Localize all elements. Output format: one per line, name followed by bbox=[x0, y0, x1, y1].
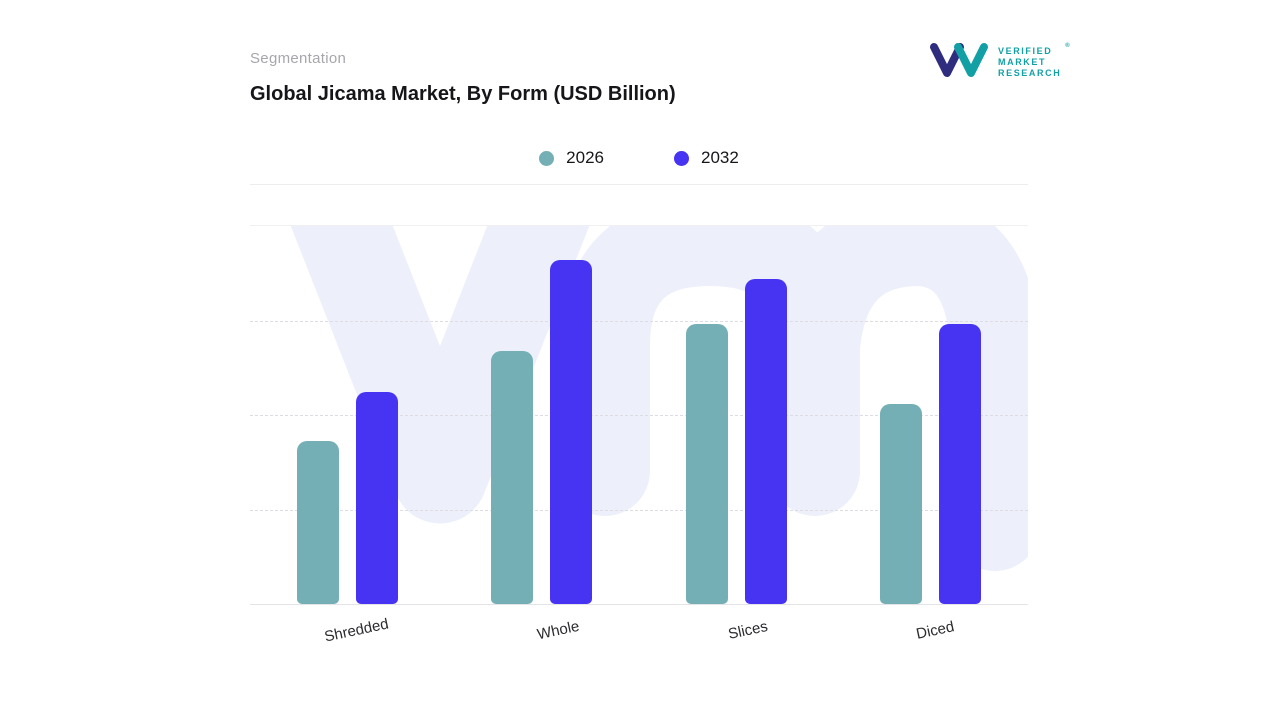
bar-2032-shredded bbox=[355, 392, 398, 604]
chart-legend: 2026 2032 bbox=[250, 148, 1028, 168]
gridline-25 bbox=[250, 509, 1028, 511]
legend-item-2032: 2032 bbox=[674, 148, 739, 168]
bar-2032-whole bbox=[550, 260, 593, 604]
bar-group-whole bbox=[491, 226, 593, 604]
eyebrow-label: Segmentation bbox=[250, 50, 347, 67]
gridline-75 bbox=[250, 320, 1028, 322]
brand-line-1: VERIFIED ® bbox=[998, 42, 1072, 56]
x-label-whole: Whole bbox=[535, 617, 581, 644]
bar-group-shredded bbox=[296, 226, 398, 604]
bar-2026-whole bbox=[491, 350, 534, 604]
registered-mark: ® bbox=[1065, 42, 1072, 49]
x-label-shredded: Shredded bbox=[322, 615, 391, 646]
bar-groups bbox=[250, 226, 1028, 604]
legend-item-2026: 2026 bbox=[539, 148, 604, 168]
legend-label-2032: 2032 bbox=[701, 148, 739, 167]
bar-2026-slices bbox=[685, 324, 728, 604]
header-divider bbox=[250, 184, 1028, 185]
x-labels: Shredded Whole Slices Diced bbox=[250, 615, 1028, 645]
legend-label-2026: 2026 bbox=[566, 148, 604, 167]
brand-line-2: MARKET bbox=[998, 56, 1047, 67]
bar-group-diced bbox=[880, 226, 982, 604]
legend-dot-2032 bbox=[674, 150, 689, 166]
x-label-diced: Diced bbox=[914, 618, 956, 643]
chart-title: Global Jicama Market, By Form (USD Billi… bbox=[250, 83, 676, 105]
gridline-50 bbox=[250, 415, 1028, 416]
bar-2026-shredded bbox=[296, 441, 339, 604]
bar-2026-diced bbox=[880, 403, 923, 604]
vmr-logo: VERIFIED ® MARKET RESEARCH bbox=[928, 40, 1072, 85]
brand-line-3: RESEARCH bbox=[998, 68, 1062, 79]
plot-area bbox=[250, 225, 1028, 605]
vmr-logo-mark-icon bbox=[928, 40, 990, 85]
x-label-slices: Slices bbox=[726, 618, 769, 643]
bar-2032-diced bbox=[939, 324, 982, 604]
bar-group-slices bbox=[685, 226, 787, 604]
vmr-logo-text: VERIFIED ® MARKET RESEARCH bbox=[998, 42, 1072, 80]
bar-2032-slices bbox=[744, 278, 787, 604]
legend-dot-2026 bbox=[539, 150, 555, 166]
